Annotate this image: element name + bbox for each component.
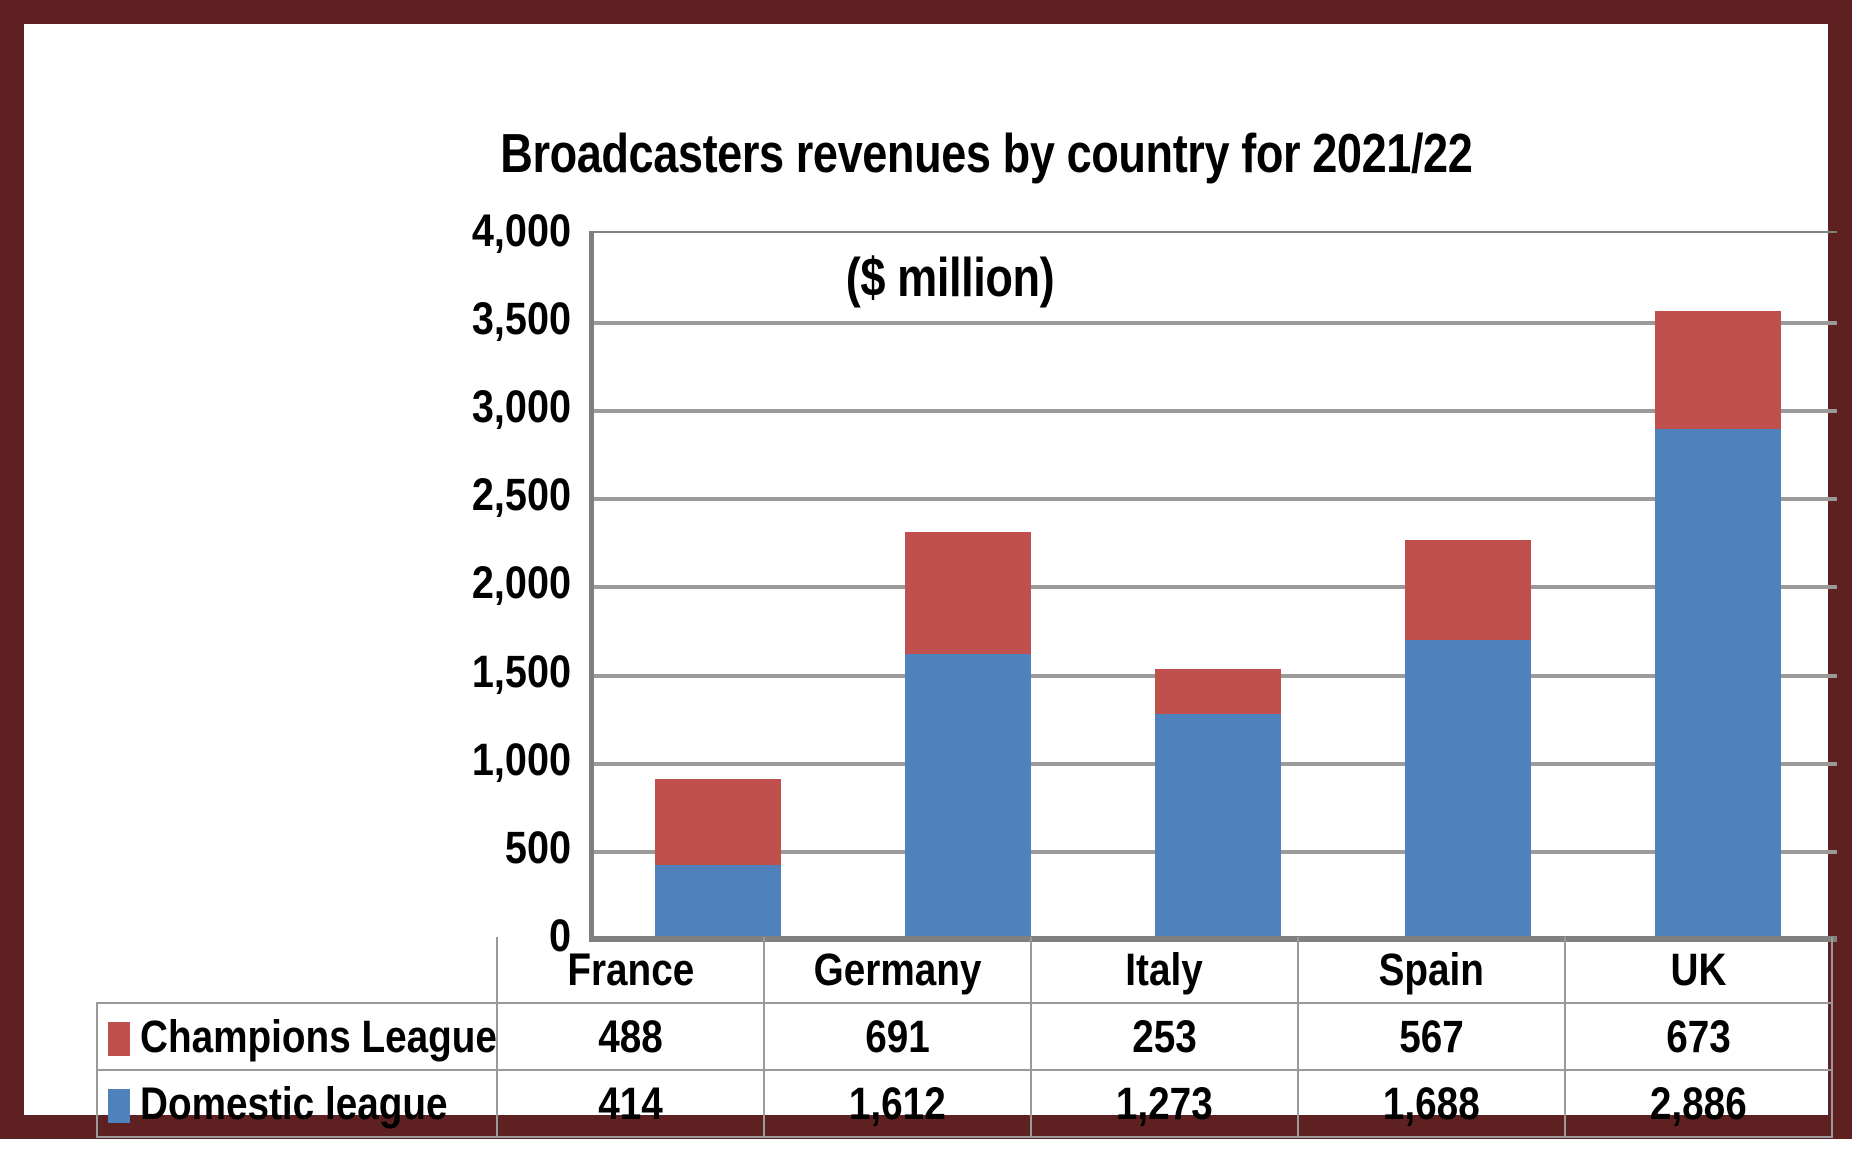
- value-champions-league-uk: 673: [1564, 1002, 1833, 1071]
- chart-title-line-1: Broadcasters revenues by country for 202…: [500, 122, 1473, 184]
- value-champions-league-spain: 567: [1297, 1002, 1566, 1071]
- legend-swatch-domestic-league-icon: [108, 1088, 130, 1123]
- y-axis-tick-1500: 1,500: [471, 646, 571, 697]
- value-text: 567: [1399, 1010, 1464, 1062]
- value-text: 2,886: [1650, 1077, 1747, 1129]
- bar-segment-spain-champions-league[interactable]: [1405, 540, 1531, 640]
- table-header-row: France Germany Italy Spain UK: [97, 937, 1833, 1004]
- value-domestic-league-uk: 2,886: [1564, 1069, 1833, 1138]
- category-label-spain: Spain: [1378, 943, 1485, 995]
- y-axis-tick-2500: 2,500: [471, 469, 571, 520]
- gridline-3000: [594, 409, 1837, 413]
- legend-label-champions-league: Champions League: [140, 1010, 497, 1062]
- value-text: 414: [598, 1077, 663, 1129]
- legend-swatch-champions-league-icon: [108, 1021, 130, 1056]
- legend-label-domestic-league: Domestic league: [140, 1077, 448, 1129]
- data-table: France Germany Italy Spain UK Champions …: [96, 937, 1833, 1138]
- value-text: 1,612: [849, 1077, 946, 1129]
- gridline-2500: [594, 497, 1837, 501]
- bar-segment-france-domestic-league[interactable]: [655, 865, 781, 938]
- category-header-france: France: [496, 937, 765, 1004]
- value-text: 691: [865, 1010, 930, 1062]
- legend-item-domestic-league[interactable]: Domestic league: [96, 1069, 498, 1138]
- bar-segment-germany-domestic-league[interactable]: [905, 654, 1031, 938]
- category-label-uk: UK: [1670, 943, 1727, 995]
- category-label-italy: Italy: [1125, 943, 1204, 995]
- value-domestic-league-france: 414: [496, 1069, 765, 1138]
- chart-canvas: Broadcasters revenues by country for 202…: [24, 24, 1852, 1163]
- table-corner-cell: [97, 937, 498, 1003]
- plot-area: [589, 231, 1837, 942]
- y-axis-tick-4000: 4,000: [471, 205, 571, 256]
- bar-segment-spain-domestic-league[interactable]: [1405, 640, 1531, 938]
- y-axis-tick-2000: 2,000: [471, 557, 571, 608]
- y-axis-tick-1000: 1,000: [471, 734, 571, 785]
- bar-segment-france-champions-league[interactable]: [655, 779, 781, 865]
- bar-segment-italy-champions-league[interactable]: [1155, 669, 1281, 714]
- chart-title: Broadcasters revenues by country for 202…: [191, 60, 1710, 432]
- category-header-germany: Germany: [763, 937, 1032, 1004]
- bar-segment-uk-champions-league[interactable]: [1655, 311, 1781, 429]
- table-row: Champions League 488 691 253 567 673: [96, 1002, 1833, 1071]
- value-text: 673: [1666, 1010, 1731, 1062]
- value-text: 253: [1132, 1010, 1197, 1062]
- value-text: 1,688: [1383, 1077, 1480, 1129]
- value-text: 1,273: [1116, 1077, 1213, 1129]
- category-header-spain: Spain: [1297, 937, 1566, 1004]
- category-label-france: France: [567, 943, 694, 995]
- bar-segment-germany-champions-league[interactable]: [905, 532, 1031, 654]
- value-domestic-league-italy: 1,273: [1030, 1069, 1299, 1138]
- y-axis-tick-3500: 3,500: [471, 293, 571, 344]
- category-label-germany: Germany: [813, 943, 982, 995]
- value-champions-league-germany: 691: [763, 1002, 1032, 1071]
- value-domestic-league-germany: 1,612: [763, 1069, 1032, 1138]
- value-text: 488: [598, 1010, 663, 1062]
- gridline-2000: [594, 585, 1837, 589]
- chart-title-line-2: ($ million): [845, 246, 1055, 308]
- chart-frame: Broadcasters revenues by country for 202…: [0, 0, 1852, 1139]
- bar-segment-italy-domestic-league[interactable]: [1155, 714, 1281, 938]
- category-header-uk: UK: [1564, 937, 1833, 1004]
- bar-segment-uk-domestic-league[interactable]: [1655, 429, 1781, 938]
- legend-item-champions-league[interactable]: Champions League: [96, 1002, 498, 1071]
- category-header-italy: Italy: [1030, 937, 1299, 1004]
- table-row: Domestic league 414 1,612 1,273 1,688 2,…: [96, 1069, 1833, 1138]
- y-axis-tick-3000: 3,000: [471, 381, 571, 432]
- gridline-3500: [594, 321, 1837, 325]
- value-champions-league-italy: 253: [1030, 1002, 1299, 1071]
- y-axis-tick-500: 500: [504, 822, 571, 873]
- plot-inner: [589, 233, 1837, 942]
- value-domestic-league-spain: 1,688: [1297, 1069, 1566, 1138]
- value-champions-league-france: 488: [496, 1002, 765, 1071]
